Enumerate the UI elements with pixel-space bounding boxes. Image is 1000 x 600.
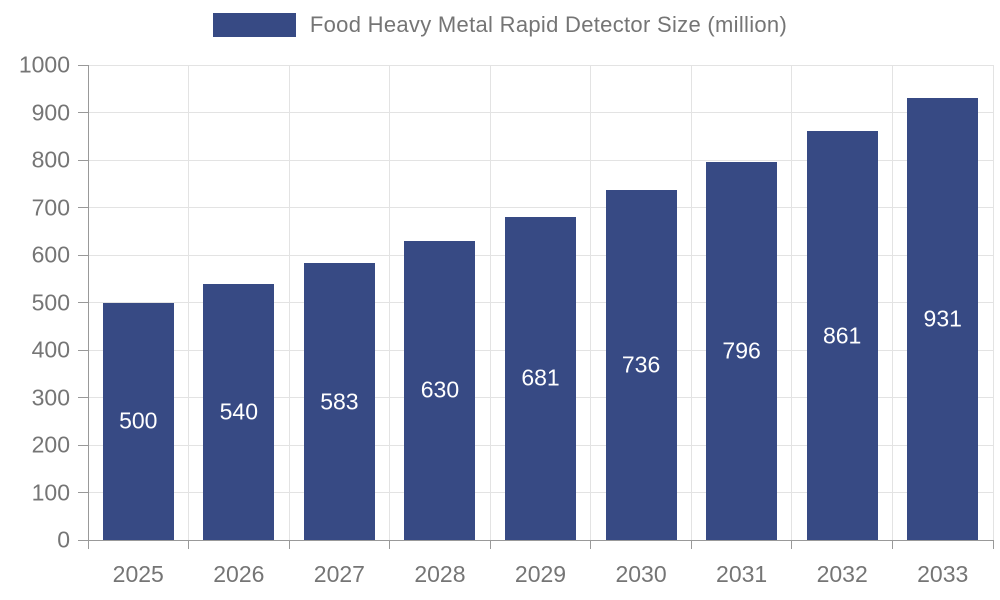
bar bbox=[304, 263, 375, 540]
bar bbox=[807, 131, 878, 540]
gridline-vertical bbox=[489, 65, 491, 540]
bar bbox=[203, 283, 274, 540]
gridline-vertical bbox=[288, 65, 290, 540]
gridline-horizontal bbox=[88, 207, 993, 208]
x-axis-tick bbox=[992, 540, 994, 549]
y-axis-tick bbox=[78, 397, 88, 398]
x-axis-tick-label: 2032 bbox=[816, 561, 868, 587]
x-axis-tick bbox=[891, 540, 893, 549]
bar-value-label: 796 bbox=[722, 337, 761, 364]
gridline-vertical bbox=[791, 65, 793, 540]
y-axis-tick-label: 600 bbox=[31, 241, 70, 268]
x-axis-tick-label: 2028 bbox=[414, 561, 466, 587]
x-axis-tick bbox=[188, 540, 190, 549]
x-axis-tick bbox=[87, 540, 89, 549]
y-axis-tick bbox=[78, 444, 88, 446]
gridline-horizontal bbox=[88, 112, 993, 113]
y-axis-tick-label: 300 bbox=[31, 384, 70, 410]
x-axis-tick-label: 2033 bbox=[917, 561, 969, 587]
y-axis-tick-label: 700 bbox=[31, 194, 70, 220]
gridline-vertical bbox=[891, 65, 893, 540]
x-axis-tick-label: 2029 bbox=[514, 561, 567, 587]
gridline-vertical bbox=[389, 65, 391, 540]
y-axis-tick bbox=[78, 349, 88, 351]
y-axis-tick-label: 900 bbox=[31, 99, 70, 125]
gridline-vertical bbox=[690, 65, 692, 540]
y-axis-tick bbox=[78, 64, 88, 66]
y-axis-tick bbox=[78, 159, 88, 161]
legend[interactable]: Food Heavy Metal Rapid Detector Size (mi… bbox=[0, 12, 1000, 38]
x-axis-tick-label: 2026 bbox=[213, 561, 265, 587]
bar-value-label: 583 bbox=[320, 388, 359, 415]
x-axis-tick bbox=[288, 540, 290, 549]
gridline-vertical bbox=[992, 65, 994, 540]
x-axis-tick bbox=[690, 540, 692, 549]
x-axis-tick bbox=[590, 540, 592, 549]
y-axis-tick bbox=[78, 112, 88, 113]
gridline-horizontal bbox=[88, 159, 993, 161]
x-axis-tick-label: 2031 bbox=[716, 561, 768, 587]
bar bbox=[606, 190, 677, 540]
gridline-vertical bbox=[188, 65, 190, 540]
y-axis-tick bbox=[78, 207, 88, 208]
y-axis-tick bbox=[78, 539, 88, 541]
legend-swatch-icon bbox=[212, 13, 296, 37]
bar-value-label: 500 bbox=[119, 407, 158, 434]
bar bbox=[505, 216, 576, 540]
y-axis-tick bbox=[78, 254, 88, 256]
bar bbox=[404, 240, 475, 540]
x-axis-tick bbox=[791, 540, 793, 549]
x-axis-tick-label: 2030 bbox=[615, 561, 667, 587]
y-axis-tick bbox=[78, 302, 88, 303]
y-axis-line bbox=[87, 65, 89, 540]
x-axis-tick-label: 2027 bbox=[313, 561, 365, 587]
bar-value-label: 931 bbox=[923, 305, 962, 332]
x-axis-tick bbox=[389, 540, 391, 549]
bar-value-label: 630 bbox=[420, 376, 460, 403]
bar bbox=[706, 161, 777, 540]
gridline-vertical bbox=[590, 65, 592, 540]
bar bbox=[103, 302, 174, 540]
y-axis-tick-label: 200 bbox=[31, 431, 70, 458]
bar-value-label: 861 bbox=[822, 322, 862, 348]
y-axis-tick-label: 1000 bbox=[18, 51, 70, 78]
bar-value-label: 736 bbox=[621, 351, 661, 378]
y-axis-tick-label: 800 bbox=[31, 146, 70, 173]
y-axis-tick bbox=[78, 492, 88, 493]
x-axis-tick-label: 2025 bbox=[112, 561, 164, 587]
y-axis-tick-label: 0 bbox=[57, 526, 70, 553]
bar bbox=[907, 97, 978, 540]
x-axis-tick bbox=[489, 540, 491, 549]
legend-label: Food Heavy Metal Rapid Detector Size (mi… bbox=[309, 12, 788, 37]
y-axis-tick-label: 100 bbox=[31, 479, 70, 505]
bar-value-label: 681 bbox=[521, 364, 560, 391]
x-axis-line bbox=[87, 539, 994, 541]
bar-value-label: 540 bbox=[219, 398, 259, 425]
gridline-horizontal bbox=[88, 64, 993, 66]
y-axis-tick-label: 400 bbox=[31, 336, 70, 363]
y-axis-tick-label: 500 bbox=[31, 289, 70, 315]
